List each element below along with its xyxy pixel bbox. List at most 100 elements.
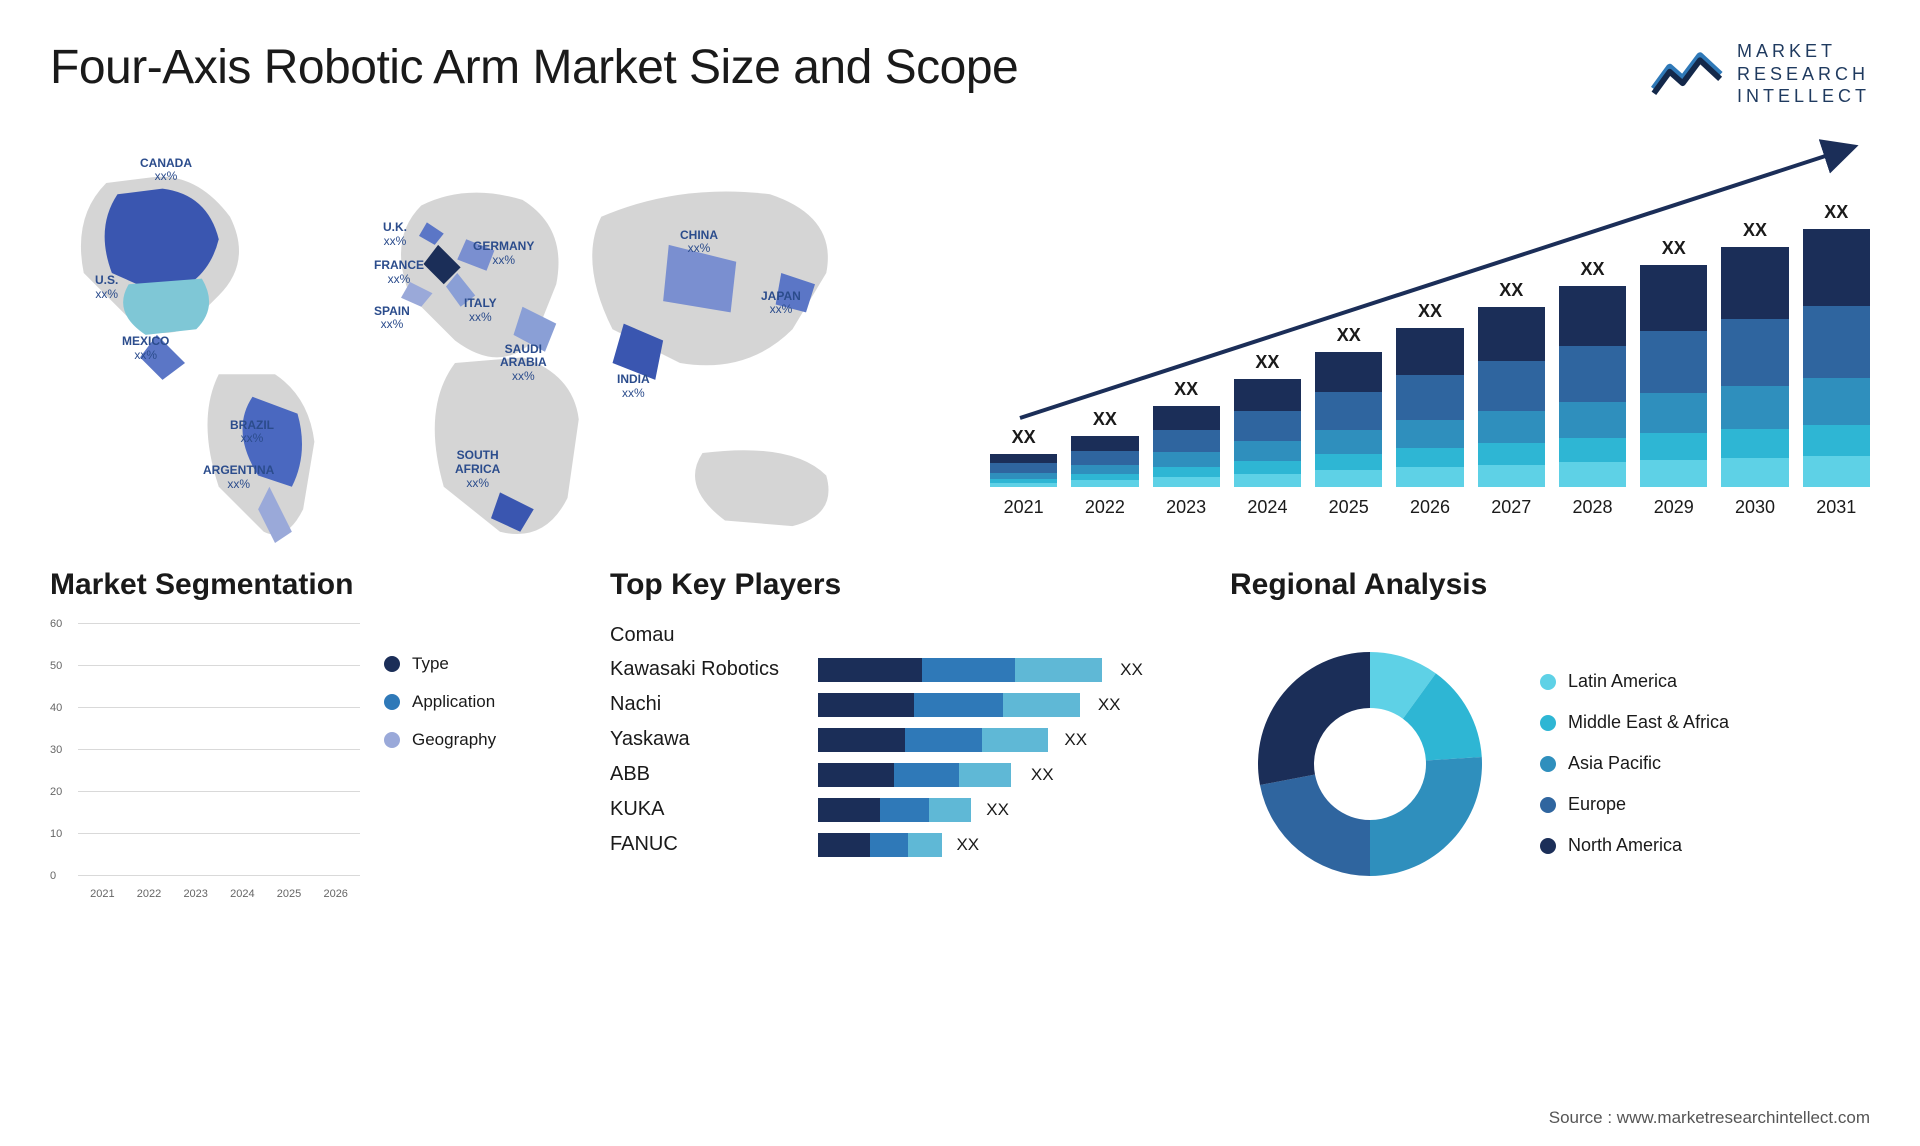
legend-item: North America	[1540, 835, 1729, 856]
growth-value-label: XX	[1418, 301, 1442, 322]
map-label: MEXICOxx%	[122, 335, 169, 363]
logo-line2: RESEARCH	[1737, 63, 1870, 86]
player-value: XX	[1064, 730, 1087, 750]
growth-bar-column: XX 2025	[1315, 325, 1382, 518]
growth-value-label: XX	[1824, 202, 1848, 223]
seg-y-tick: 50	[50, 660, 62, 672]
legend-item: Application	[384, 692, 496, 712]
map-label: SAUDIARABIAxx%	[500, 343, 547, 384]
map-label: SOUTHAFRICAxx%	[455, 449, 500, 490]
legend-item: Asia Pacific	[1540, 753, 1729, 774]
player-name: Yaskawa	[610, 728, 800, 751]
player-name: KUKA	[610, 798, 800, 821]
regional-donut-chart	[1230, 624, 1510, 904]
growth-year-label: 2023	[1166, 497, 1206, 518]
growth-bar-column: XX 2021	[990, 427, 1057, 518]
map-label: U.S.xx%	[95, 274, 118, 302]
seg-x-tick: 2024	[224, 888, 261, 900]
donut-slice	[1260, 774, 1370, 876]
map-label: JAPANxx%	[761, 290, 801, 318]
map-label: GERMANYxx%	[473, 240, 534, 268]
seg-y-tick: 40	[50, 702, 62, 714]
seg-y-tick: 60	[50, 618, 62, 630]
growth-value-label: XX	[1580, 259, 1604, 280]
growth-bar-column: XX 2024	[1234, 352, 1301, 518]
growth-year-label: 2021	[1004, 497, 1044, 518]
growth-year-label: 2030	[1735, 497, 1775, 518]
player-row: Yaskawa XX	[610, 728, 1190, 752]
growth-year-label: 2027	[1491, 497, 1531, 518]
regional-title: Regional Analysis	[1230, 568, 1790, 602]
player-row: Comau	[610, 624, 1190, 647]
logo-line3: INTELLECT	[1737, 85, 1870, 108]
seg-x-tick: 2021	[84, 888, 121, 900]
map-label: FRANCExx%	[374, 259, 424, 287]
brand-logo: MARKET RESEARCH INTELLECT	[1651, 40, 1870, 108]
growth-value-label: XX	[1743, 220, 1767, 241]
map-label: ARGENTINAxx%	[203, 464, 274, 492]
player-value: XX	[1120, 660, 1143, 680]
donut-slice	[1370, 756, 1482, 875]
growth-bar-column: XX2028	[1559, 259, 1626, 518]
growth-year-label: 2025	[1329, 497, 1369, 518]
growth-chart-panel: XX2021XX2022XX2023XX2024XX2025XX2026XX20…	[990, 138, 1870, 518]
growth-bar-column: XX 2027	[1478, 280, 1545, 518]
seg-x-tick: 2026	[317, 888, 354, 900]
growth-value-label: XX	[1093, 409, 1117, 430]
seg-y-tick: 0	[50, 870, 56, 882]
growth-bar-column: XX 2030	[1721, 220, 1788, 518]
map-label: BRAZILxx%	[230, 419, 274, 447]
growth-year-label: 2022	[1085, 497, 1125, 518]
segmentation-chart: 202120222023202420252026 0102030405060	[50, 624, 360, 904]
growth-value-label: XX	[1337, 325, 1361, 346]
player-value: XX	[956, 835, 979, 855]
player-row: Kawasaki Robotics XX	[610, 658, 1190, 682]
map-label: ITALYxx%	[464, 297, 497, 325]
player-name: ABB	[610, 763, 800, 786]
growth-value-label: XX	[1012, 427, 1036, 448]
growth-value-label: XX	[1662, 238, 1686, 259]
legend-item: Middle East & Africa	[1540, 712, 1729, 733]
logo-line1: MARKET	[1737, 40, 1870, 63]
logo-icon	[1651, 43, 1723, 104]
regional-panel: Regional Analysis Latin AmericaMiddle Ea…	[1230, 568, 1790, 904]
seg-x-tick: 2022	[131, 888, 168, 900]
growth-value-label: XX	[1499, 280, 1523, 301]
player-name: Nachi	[610, 693, 800, 716]
player-name: FANUC	[610, 833, 800, 856]
player-name: Kawasaki Robotics	[610, 658, 800, 681]
seg-y-tick: 20	[50, 786, 62, 798]
seg-y-tick: 30	[50, 744, 62, 756]
map-label: CANADAxx%	[140, 157, 192, 185]
growth-year-label: 2031	[1816, 497, 1856, 518]
growth-year-label: 2029	[1654, 497, 1694, 518]
map-label: U.K.xx%	[383, 221, 407, 249]
players-panel: Top Key Players Comau Kawasaki Robotics XX…	[610, 568, 1190, 904]
growth-year-label: 2024	[1247, 497, 1287, 518]
segmentation-legend: TypeApplicationGeography	[384, 624, 496, 904]
player-row: NachiXX	[610, 693, 1190, 717]
map-label: SPAINxx%	[374, 305, 410, 333]
growth-value-label: XX	[1255, 352, 1279, 373]
growth-bar-column: XX2026	[1396, 301, 1463, 518]
legend-item: Europe	[1540, 794, 1729, 815]
growth-value-label: XX	[1174, 379, 1198, 400]
player-value: XX	[986, 800, 1009, 820]
seg-x-tick: 2023	[177, 888, 214, 900]
regional-legend: Latin AmericaMiddle East & AfricaAsia Pa…	[1540, 671, 1729, 856]
map-label: CHINAxx%	[680, 229, 718, 257]
segmentation-title: Market Segmentation	[50, 568, 570, 602]
seg-x-tick: 2025	[271, 888, 308, 900]
player-value: XX	[1031, 765, 1054, 785]
growth-bar-column: XX 2029	[1640, 238, 1707, 518]
players-title: Top Key Players	[610, 568, 1190, 602]
world-map-panel: CANADAxx% U.S.xx% MEXICOxx% BRAZILxx% ARGENT…	[50, 138, 950, 518]
growth-bar-column: XX 2031	[1803, 202, 1870, 518]
player-row: FANUC XX	[610, 833, 1190, 857]
segmentation-panel: Market Segmentation 2021 2022 2023 2024 2025…	[50, 568, 570, 904]
map-label: INDIAxx%	[617, 373, 650, 401]
page-title: Four-Axis Robotic Arm Market Size and Sc…	[50, 40, 1018, 95]
growth-bar-column: XX 2022	[1071, 409, 1138, 518]
source-label: Source : www.marketresearchintellect.com	[1549, 1108, 1870, 1128]
growth-bar-column: XX 2023	[1153, 379, 1220, 518]
